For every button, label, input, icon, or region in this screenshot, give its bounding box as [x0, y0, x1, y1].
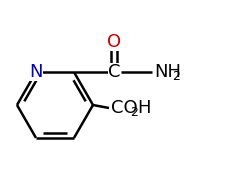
Text: NH: NH — [154, 63, 181, 81]
Text: 2: 2 — [130, 105, 138, 119]
Text: 2: 2 — [172, 70, 180, 83]
Text: O: O — [107, 33, 121, 51]
Text: CO: CO — [111, 99, 138, 117]
Text: N: N — [29, 63, 43, 81]
Text: H: H — [137, 99, 151, 117]
Text: C: C — [108, 63, 120, 81]
